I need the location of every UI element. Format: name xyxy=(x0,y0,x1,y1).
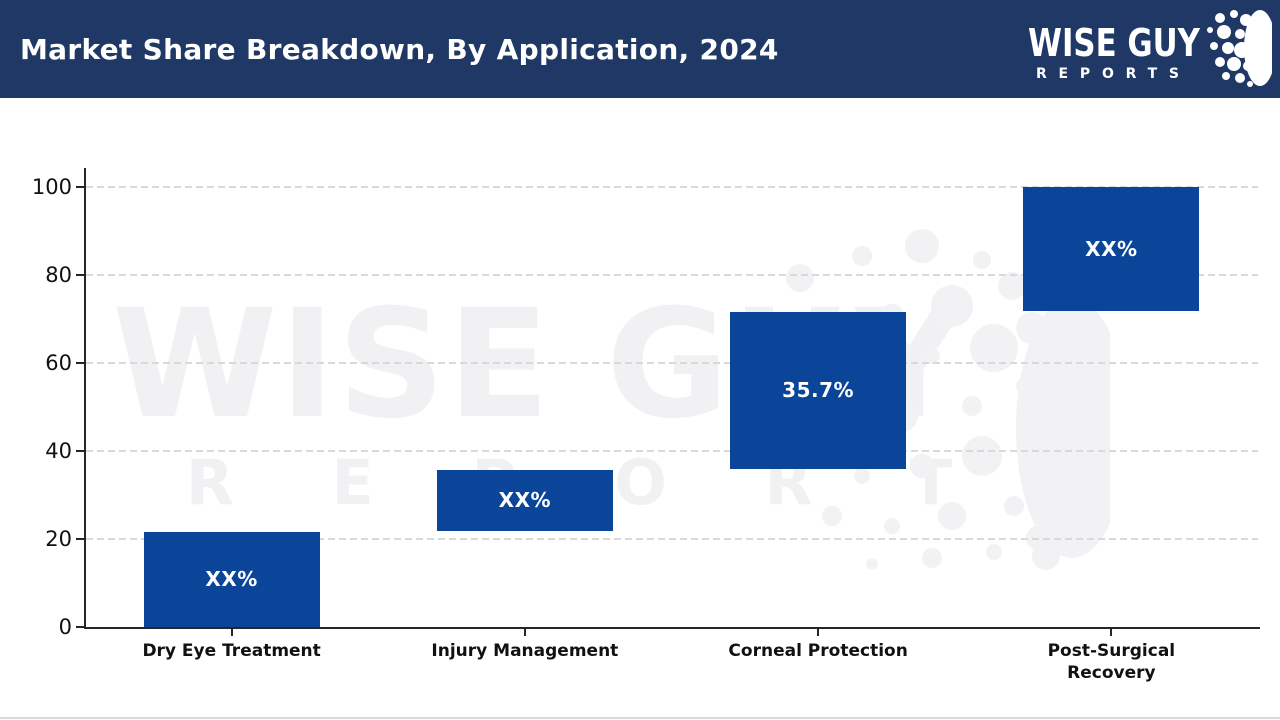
bottom-border-line xyxy=(0,717,1280,719)
y-axis-tick-60 xyxy=(76,362,84,364)
gridline-60 xyxy=(86,362,1258,364)
y-tick-label-40: 40 xyxy=(45,439,72,463)
bar-corneal-protection: 35.7% xyxy=(730,311,907,470)
page-title: Market Share Breakdown, By Application, … xyxy=(20,32,779,66)
gridline-20 xyxy=(86,538,1258,540)
y-tick-label-80: 80 xyxy=(45,263,72,287)
x-axis-tick-1 xyxy=(523,629,526,636)
gridline-80 xyxy=(86,274,1258,276)
y-axis-tick-0 xyxy=(76,626,84,628)
category-label-0: Dry Eye Treatment xyxy=(142,641,321,661)
y-tick-label-20: 20 xyxy=(45,527,72,551)
bar-value-label: 35.7% xyxy=(782,378,855,403)
logo-subtext: REPORTS xyxy=(1036,66,1186,82)
bar-post-surgical-recovery: XX% xyxy=(1023,187,1200,312)
bar-dry-eye-treatment: XX% xyxy=(143,531,320,627)
y-axis-tick-40 xyxy=(76,450,84,452)
bar-value-label: XX% xyxy=(498,488,552,513)
bar-value-label: XX% xyxy=(205,567,258,592)
chart-area: WISE GUY R E P O R T S 0 20 40 60 80 100 XX% Dr… xyxy=(0,98,1280,720)
y-tick-label-60: 60 xyxy=(45,351,72,375)
y-axis-spine xyxy=(84,168,86,629)
gridline-100 xyxy=(86,186,1258,188)
y-axis-tick-100 xyxy=(76,186,84,188)
y-tick-label-0: 0 xyxy=(58,615,72,639)
gridline-40 xyxy=(86,450,1258,452)
x-axis-tick-3 xyxy=(1110,629,1113,636)
header-bar: Market Share Breakdown, By Application, … xyxy=(0,0,1280,98)
x-axis-tick-2 xyxy=(817,629,820,636)
y-tick-label-100: 100 xyxy=(31,175,72,199)
y-axis-tick-80 xyxy=(76,274,84,276)
logo-face-icon xyxy=(1207,10,1272,87)
bar-injury-management: XX% xyxy=(436,469,613,532)
bar-value-label: XX% xyxy=(1085,237,1138,262)
wiseguy-logo: WISE GUY REPORTS xyxy=(1028,10,1272,87)
y-axis-tick-20 xyxy=(76,538,84,540)
category-label-3: Post-Surgical Recovery xyxy=(1047,641,1176,683)
x-axis-tick-0 xyxy=(230,629,233,636)
category-label-1: Injury Management xyxy=(431,641,619,661)
logo-text: WISE GUY xyxy=(1028,21,1200,65)
category-label-2: Corneal Protection xyxy=(728,641,908,661)
x-axis-spine xyxy=(84,627,1260,629)
